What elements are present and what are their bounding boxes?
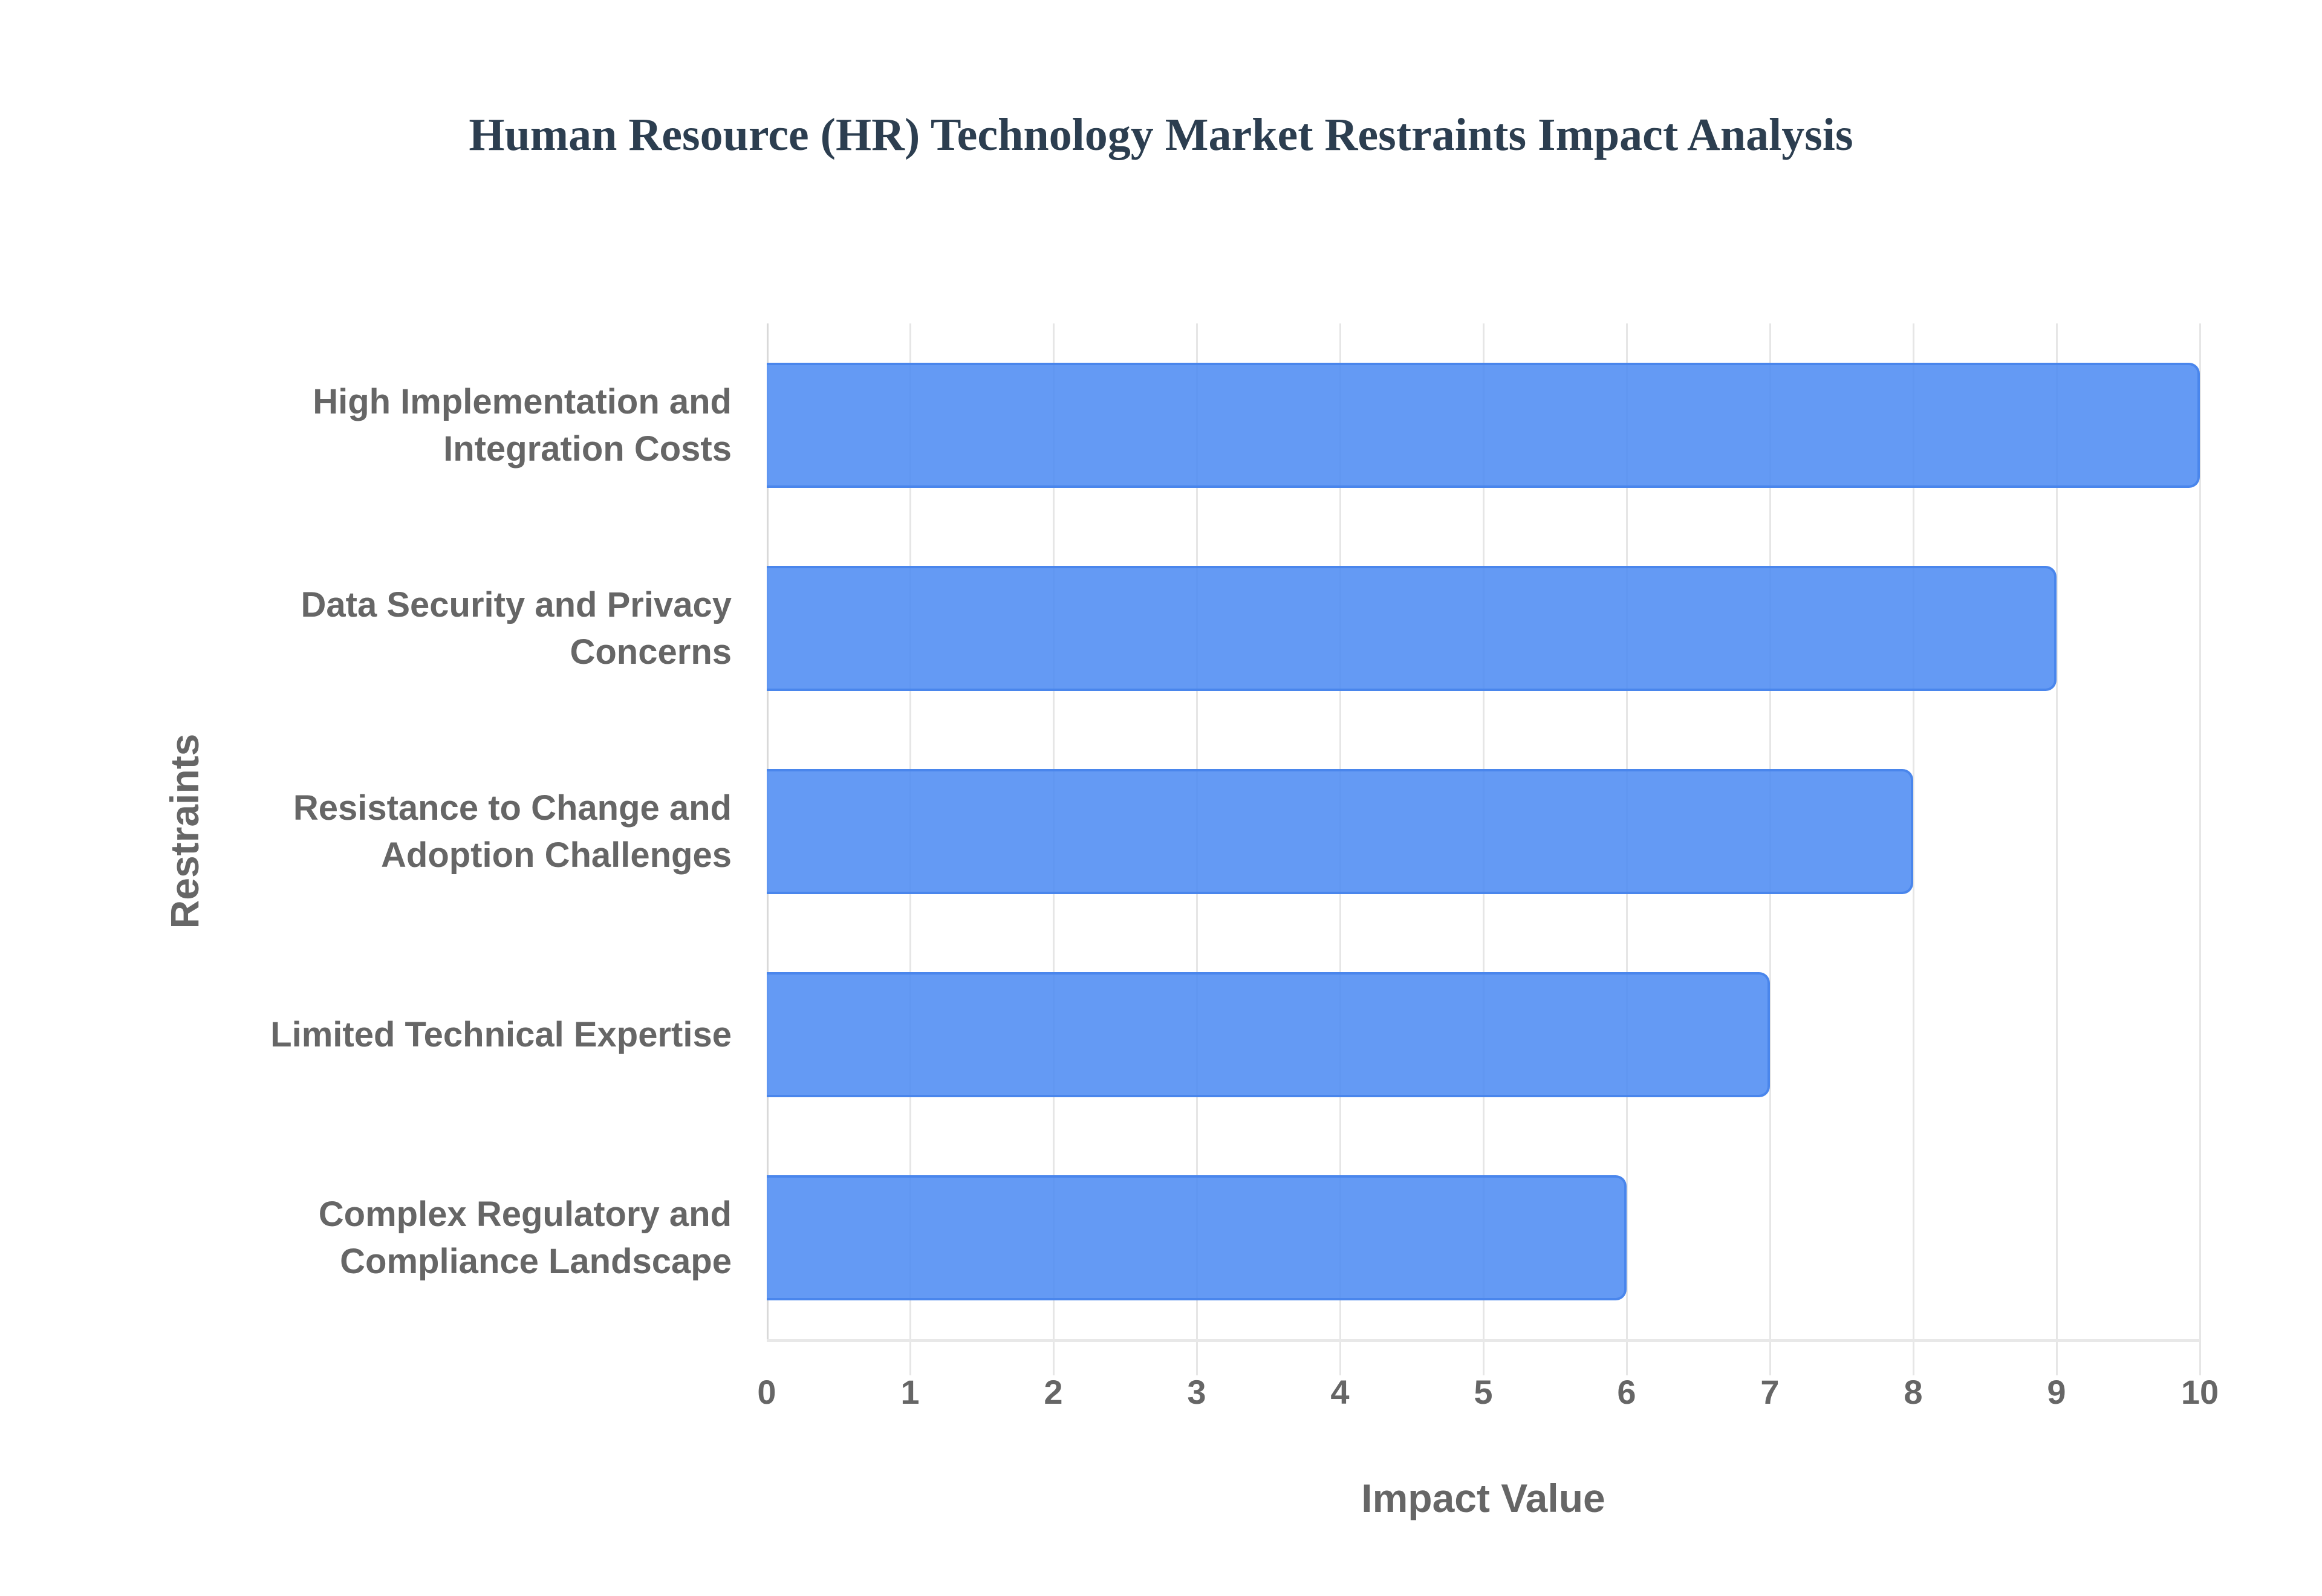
gridline xyxy=(2199,323,2201,1375)
plot-area xyxy=(767,323,2201,1375)
bar[interactable] xyxy=(767,769,1913,894)
y-category-label: Complex Regulatory and Compliance Landsca… xyxy=(318,1194,732,1281)
y-category-label: Resistance to Change and Adoption Challen… xyxy=(293,788,732,875)
x-tick-label: 6 xyxy=(1617,1373,1636,1411)
x-tick-label: 3 xyxy=(1187,1373,1206,1411)
x-tick-label: 7 xyxy=(1760,1373,1780,1411)
x-tick-label: 5 xyxy=(1474,1373,1493,1411)
gridline xyxy=(1913,323,1914,1375)
x-tick-label: 2 xyxy=(1044,1373,1063,1411)
x-tick-label: 9 xyxy=(2047,1373,2066,1411)
bar[interactable] xyxy=(767,363,2200,488)
x-tick-label: 1 xyxy=(900,1373,920,1411)
bar[interactable] xyxy=(767,566,2057,691)
x-tick-label: 4 xyxy=(1330,1373,1350,1411)
bar[interactable] xyxy=(767,972,1770,1097)
x-tick-label: 0 xyxy=(757,1373,776,1411)
y-category-label: Limited Technical Expertise xyxy=(270,1014,732,1054)
gridline xyxy=(2056,323,2058,1375)
y-category-label: High Implementation and Integration Costs xyxy=(313,381,732,469)
bar[interactable] xyxy=(767,1175,1627,1300)
x-tick-label: 10 xyxy=(2181,1373,2219,1411)
chart-title: Human Resource (HR) Technology Market Re… xyxy=(469,109,1853,160)
x-axis-title: Impact Value xyxy=(1361,1476,1605,1520)
x-tick-label: 8 xyxy=(1904,1373,1923,1411)
x-axis-line xyxy=(767,1339,2200,1342)
y-category-label: Data Security and Privacy Concerns xyxy=(301,585,732,672)
